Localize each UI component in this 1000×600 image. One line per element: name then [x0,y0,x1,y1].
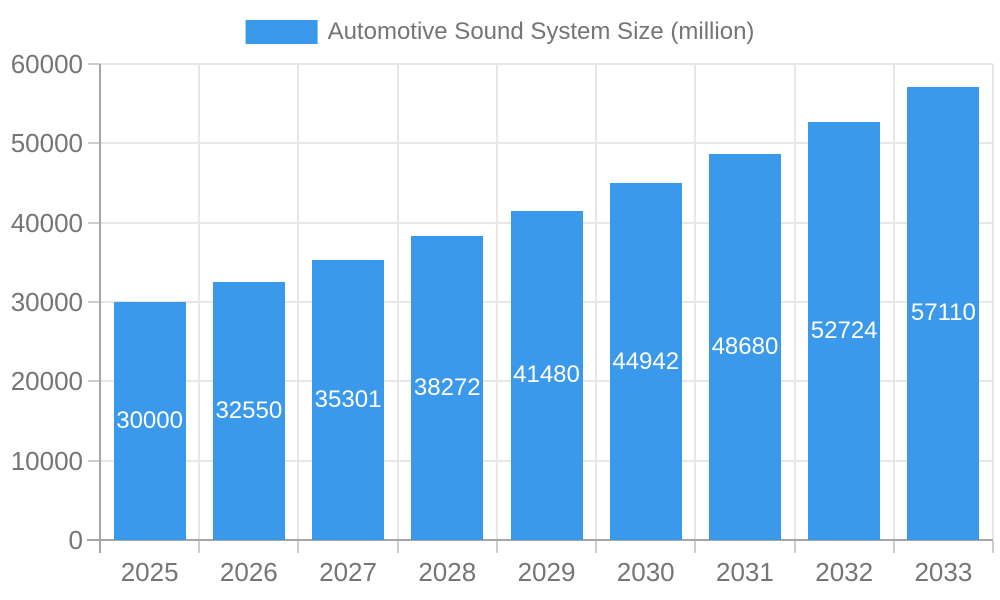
bar: 48680 [708,153,781,540]
bar: 52724 [808,121,881,540]
bar: 57110 [907,86,980,540]
y-axis-label: 10000 [10,445,83,476]
x-axis-tick [694,541,697,553]
gridline-vertical [396,64,399,540]
bar-value-label: 30000 [116,407,183,434]
bar-value-label: 48680 [711,332,779,360]
y-axis-label: 20000 [10,366,83,397]
bar: 35301 [312,259,385,540]
bar-value-label: 57110 [910,299,976,327]
x-axis-label: 2032 [815,557,874,587]
x-axis-tick [198,541,201,553]
y-axis-tick [88,221,100,224]
y-axis-tick [88,459,100,462]
legend-label: Automotive Sound System Size (million) [327,18,755,45]
gridline-vertical [793,64,796,540]
gridline-vertical [892,64,895,540]
x-axis-label: 2028 [418,557,477,587]
gridline-vertical [694,64,697,540]
bar-value-label: 44942 [612,347,680,375]
y-axis-tick [88,301,100,303]
y-axis-label: 40000 [10,207,83,238]
x-axis-tick [892,541,895,553]
x-axis-tick [595,541,598,553]
bar-value-label: 41480 [513,361,580,389]
x-axis-label: 2026 [219,557,278,587]
x-axis-label: 2029 [517,557,576,587]
bar: 38272 [411,236,484,540]
y-axis-label: 60000 [10,49,83,79]
gridline-horizontal [100,142,993,145]
y-axis-tick [88,380,100,383]
bar-value-label: 35301 [314,385,382,413]
x-axis-label: 2025 [120,557,179,587]
x-axis-tick [396,541,399,553]
gridline-vertical [198,64,201,540]
x-axis-tick [793,541,796,553]
x-axis-tick [992,541,994,553]
x-axis-label: 2033 [914,557,973,587]
legend: Automotive Sound System Size (million) [245,18,755,46]
legend-swatch [245,20,318,44]
bar: 41480 [510,210,583,540]
x-axis-tick [495,541,498,553]
gridline-vertical [297,64,300,540]
y-axis-tick [88,142,100,145]
bar-value-label: 52724 [810,316,878,344]
y-axis-tick [88,63,100,65]
bar-value-label: 38272 [413,374,481,402]
gridline-vertical [992,64,994,540]
gridline-vertical [595,64,598,540]
y-axis-label: 50000 [10,128,83,159]
x-axis-label: 2027 [319,557,377,587]
y-axis-line [99,64,101,553]
y-axis-label: 0 [68,525,83,555]
x-axis-label: 2031 [716,557,774,587]
x-axis-label: 2030 [616,557,675,587]
bar-value-label: 32550 [215,396,283,424]
bar: 44942 [609,183,682,540]
x-axis-line [87,539,993,541]
bar: 32550 [212,281,285,540]
x-axis-tick [297,541,300,553]
y-axis-label: 30000 [10,287,83,317]
gridline-vertical [495,64,498,540]
bar: 30000 [113,302,186,540]
gridline-horizontal [100,63,993,65]
